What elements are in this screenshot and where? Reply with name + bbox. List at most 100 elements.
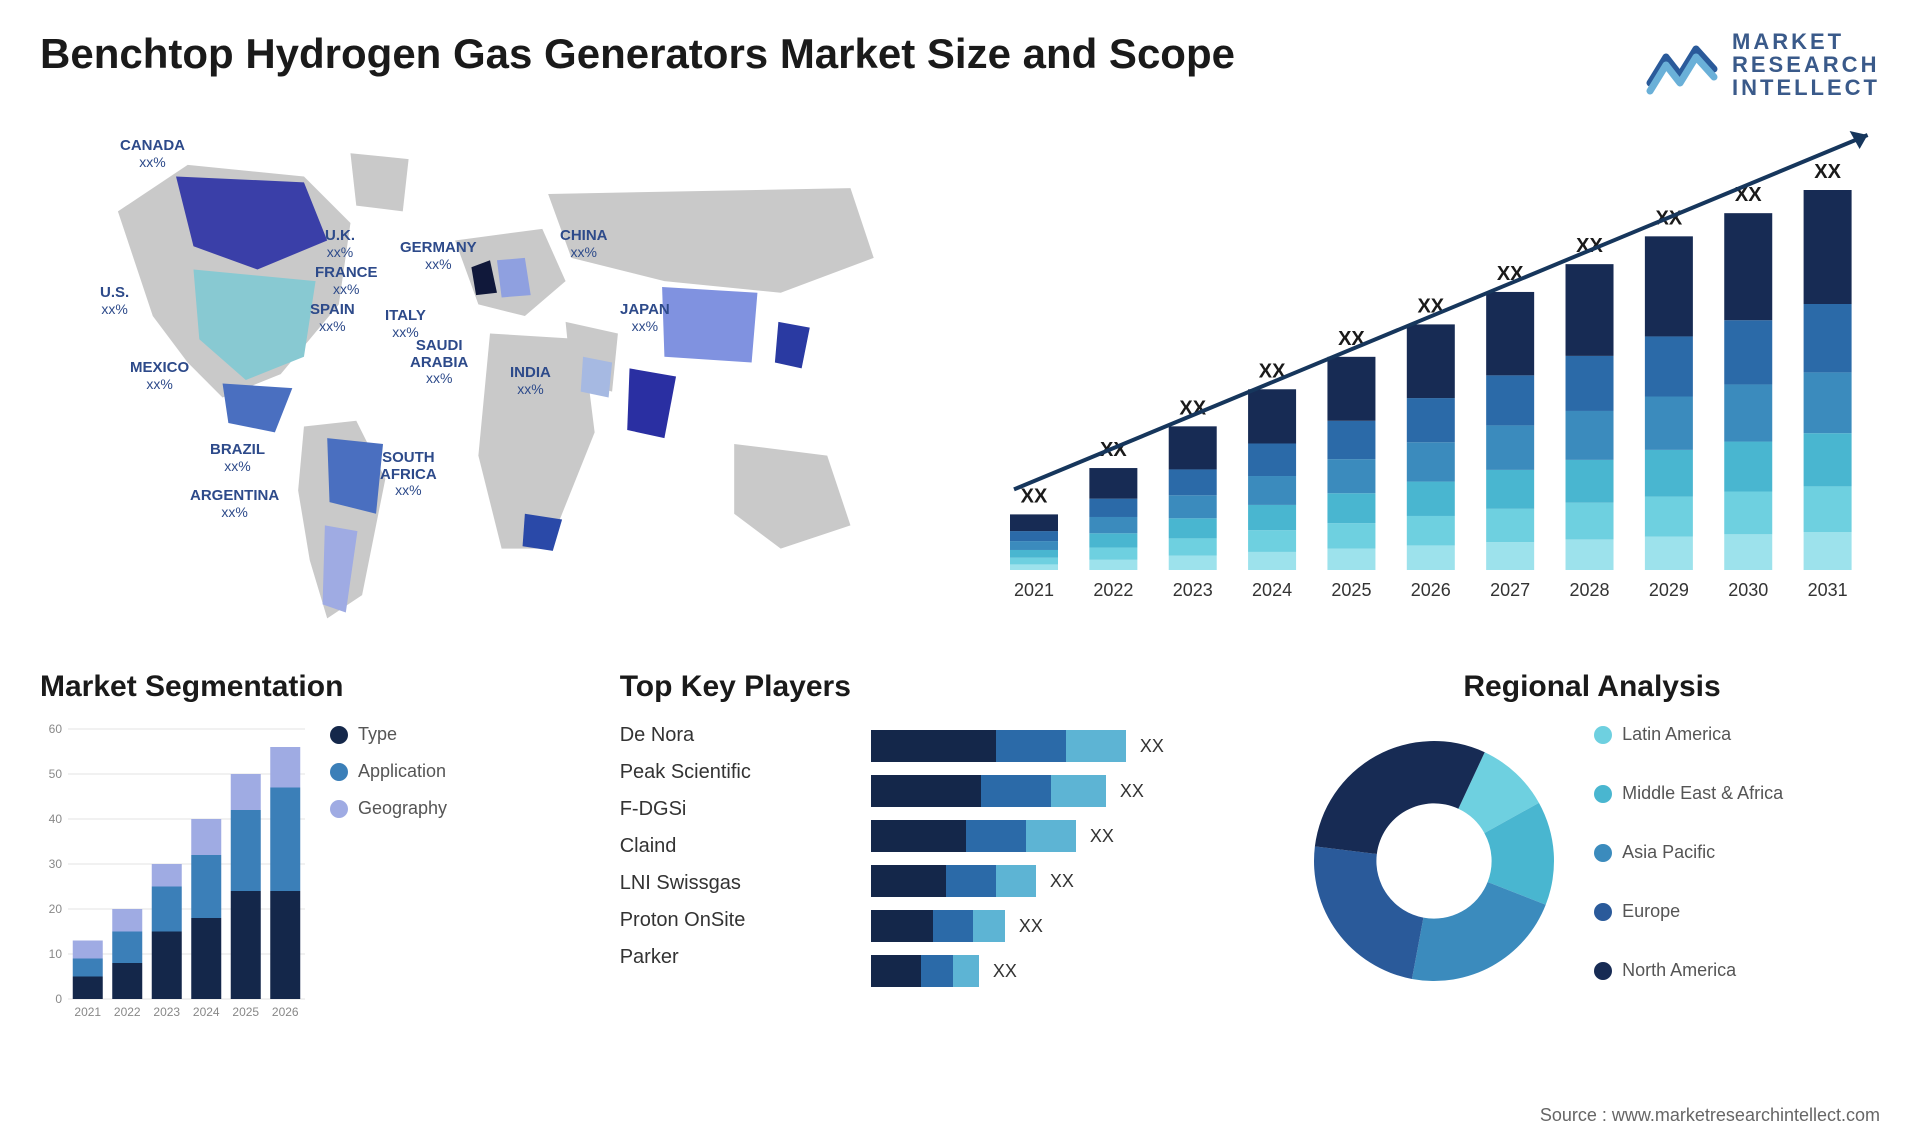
key-player-bar-label: XX (1090, 826, 1114, 847)
growth-bar-seg (1010, 564, 1058, 570)
growth-bar-seg (1327, 421, 1375, 459)
region-legend-item: Latin America (1594, 724, 1783, 745)
key-player-name: Proton OnSite (620, 909, 851, 932)
seg-x-tick: 2023 (153, 1005, 180, 1019)
key-player-name: LNI Swissgas (620, 872, 851, 895)
seg-bar-seg (191, 918, 221, 999)
world-map-panel: CANADAxx%U.S.xx%MEXICOxx%BRAZILxx%ARGENT… (40, 130, 940, 630)
growth-year-label: 2028 (1569, 580, 1609, 600)
region-legend-label: Asia Pacific (1622, 842, 1715, 863)
growth-bar-seg (1248, 476, 1296, 505)
growth-year-label: 2026 (1411, 580, 1451, 600)
regional-panel: Regional Analysis Latin AmericaMiddle Ea… (1304, 670, 1880, 1070)
key-player-bar-seg (871, 820, 966, 852)
seg-bar-seg (112, 932, 142, 964)
key-player-bar (871, 775, 1106, 807)
seg-bar-seg (231, 810, 261, 891)
key-player-bar-seg (966, 820, 1026, 852)
growth-bar-seg (1327, 357, 1375, 421)
seg-bar-seg (191, 855, 221, 918)
growth-bar-seg (1486, 425, 1534, 469)
growth-bar-seg (1804, 532, 1852, 570)
growth-bar-seg (1645, 396, 1693, 449)
growth-bar-seg (1724, 534, 1772, 570)
key-player-bar-seg (871, 955, 921, 987)
seg-legend-label: Application (358, 761, 446, 782)
region-legend-item: North America (1594, 960, 1783, 981)
seg-y-tick: 50 (49, 767, 63, 781)
growth-bar-seg (1407, 545, 1455, 570)
region-legend-item: Middle East & Africa (1594, 783, 1783, 804)
map-label-canada: CANADAxx% (120, 138, 185, 171)
legend-dot-icon (1594, 726, 1612, 744)
growth-year-label: 2021 (1014, 580, 1054, 600)
growth-bar-seg (1804, 190, 1852, 304)
seg-x-tick: 2025 (232, 1005, 259, 1019)
growth-bar-seg (1248, 552, 1296, 570)
key-player-bar (871, 820, 1076, 852)
map-label-france: FRANCExx% (315, 265, 378, 298)
seg-x-tick: 2022 (114, 1005, 141, 1019)
growth-year-label: 2022 (1093, 580, 1133, 600)
growth-bar-seg (1169, 538, 1217, 555)
growth-stacked-bar-chart: XX2021XX2022XX2023XX2024XX2025XX2026XX20… (980, 130, 1880, 630)
legend-dot-icon (1594, 962, 1612, 980)
key-player-name: Parker (620, 946, 851, 969)
growth-bar-seg (1010, 550, 1058, 558)
growth-bar-seg (1645, 537, 1693, 570)
region-legend-label: Europe (1622, 901, 1680, 922)
logo-line2: RESEARCH (1732, 53, 1880, 76)
seg-bar-seg (73, 959, 103, 977)
growth-bar-seg (1010, 541, 1058, 550)
key-players-bars: XXXXXXXXXXXX (871, 728, 1274, 1070)
key-player-bar-seg (871, 775, 981, 807)
key-player-bar-row: XX (871, 955, 1274, 987)
donut-slice (1314, 846, 1423, 979)
seg-legend-item: Type (330, 724, 447, 745)
key-player-bar-row: XX (871, 730, 1274, 762)
growth-bar-seg (1407, 324, 1455, 398)
donut-slice (1315, 741, 1485, 854)
key-players-title: Top Key Players (620, 670, 851, 704)
key-player-bar-seg (1051, 775, 1106, 807)
growth-bar-seg (1169, 426, 1217, 469)
key-player-bar-seg (973, 910, 1005, 942)
map-germany (497, 258, 531, 298)
map-label-india: INDIAxx% (510, 365, 551, 398)
key-player-bar-seg (1026, 820, 1076, 852)
growth-bar-label: XX (1021, 485, 1048, 507)
region-legend-label: Middle East & Africa (1622, 783, 1783, 804)
growth-bar-seg (1645, 236, 1693, 336)
growth-bar-seg (1248, 505, 1296, 530)
seg-bar-seg (270, 747, 300, 788)
growth-bar-seg (1486, 542, 1534, 570)
map-india (627, 368, 676, 438)
growth-year-label: 2023 (1173, 580, 1213, 600)
key-player-bar-seg (871, 910, 933, 942)
key-player-bar-seg (933, 910, 973, 942)
key-player-bar-seg (953, 955, 979, 987)
growth-bar-seg (1407, 516, 1455, 545)
growth-bar-seg (1566, 539, 1614, 570)
map-brazil (327, 438, 383, 514)
map-label-mexico: MEXICOxx% (130, 360, 189, 393)
key-player-bar-seg (981, 775, 1051, 807)
map-label-saudi-arabia: SAUDIARABIAxx% (410, 338, 468, 388)
growth-bar-seg (1089, 517, 1137, 533)
key-player-name: Claind (620, 835, 851, 858)
page-title: Benchtop Hydrogen Gas Generators Market … (40, 30, 1235, 78)
key-player-bar-label: XX (993, 961, 1017, 982)
growth-bar-seg (1248, 530, 1296, 552)
seg-y-tick: 30 (49, 857, 63, 871)
growth-bar-seg (1089, 533, 1137, 547)
map-japan (775, 322, 810, 369)
growth-bar-seg (1645, 497, 1693, 537)
map-china (662, 287, 757, 363)
seg-bar-seg (270, 788, 300, 892)
growth-bar-seg (1645, 450, 1693, 497)
region-legend-label: North America (1622, 960, 1736, 981)
legend-dot-icon (1594, 903, 1612, 921)
growth-bar-seg (1327, 493, 1375, 523)
seg-bar-seg (152, 932, 182, 1000)
growth-bar-seg (1804, 486, 1852, 532)
